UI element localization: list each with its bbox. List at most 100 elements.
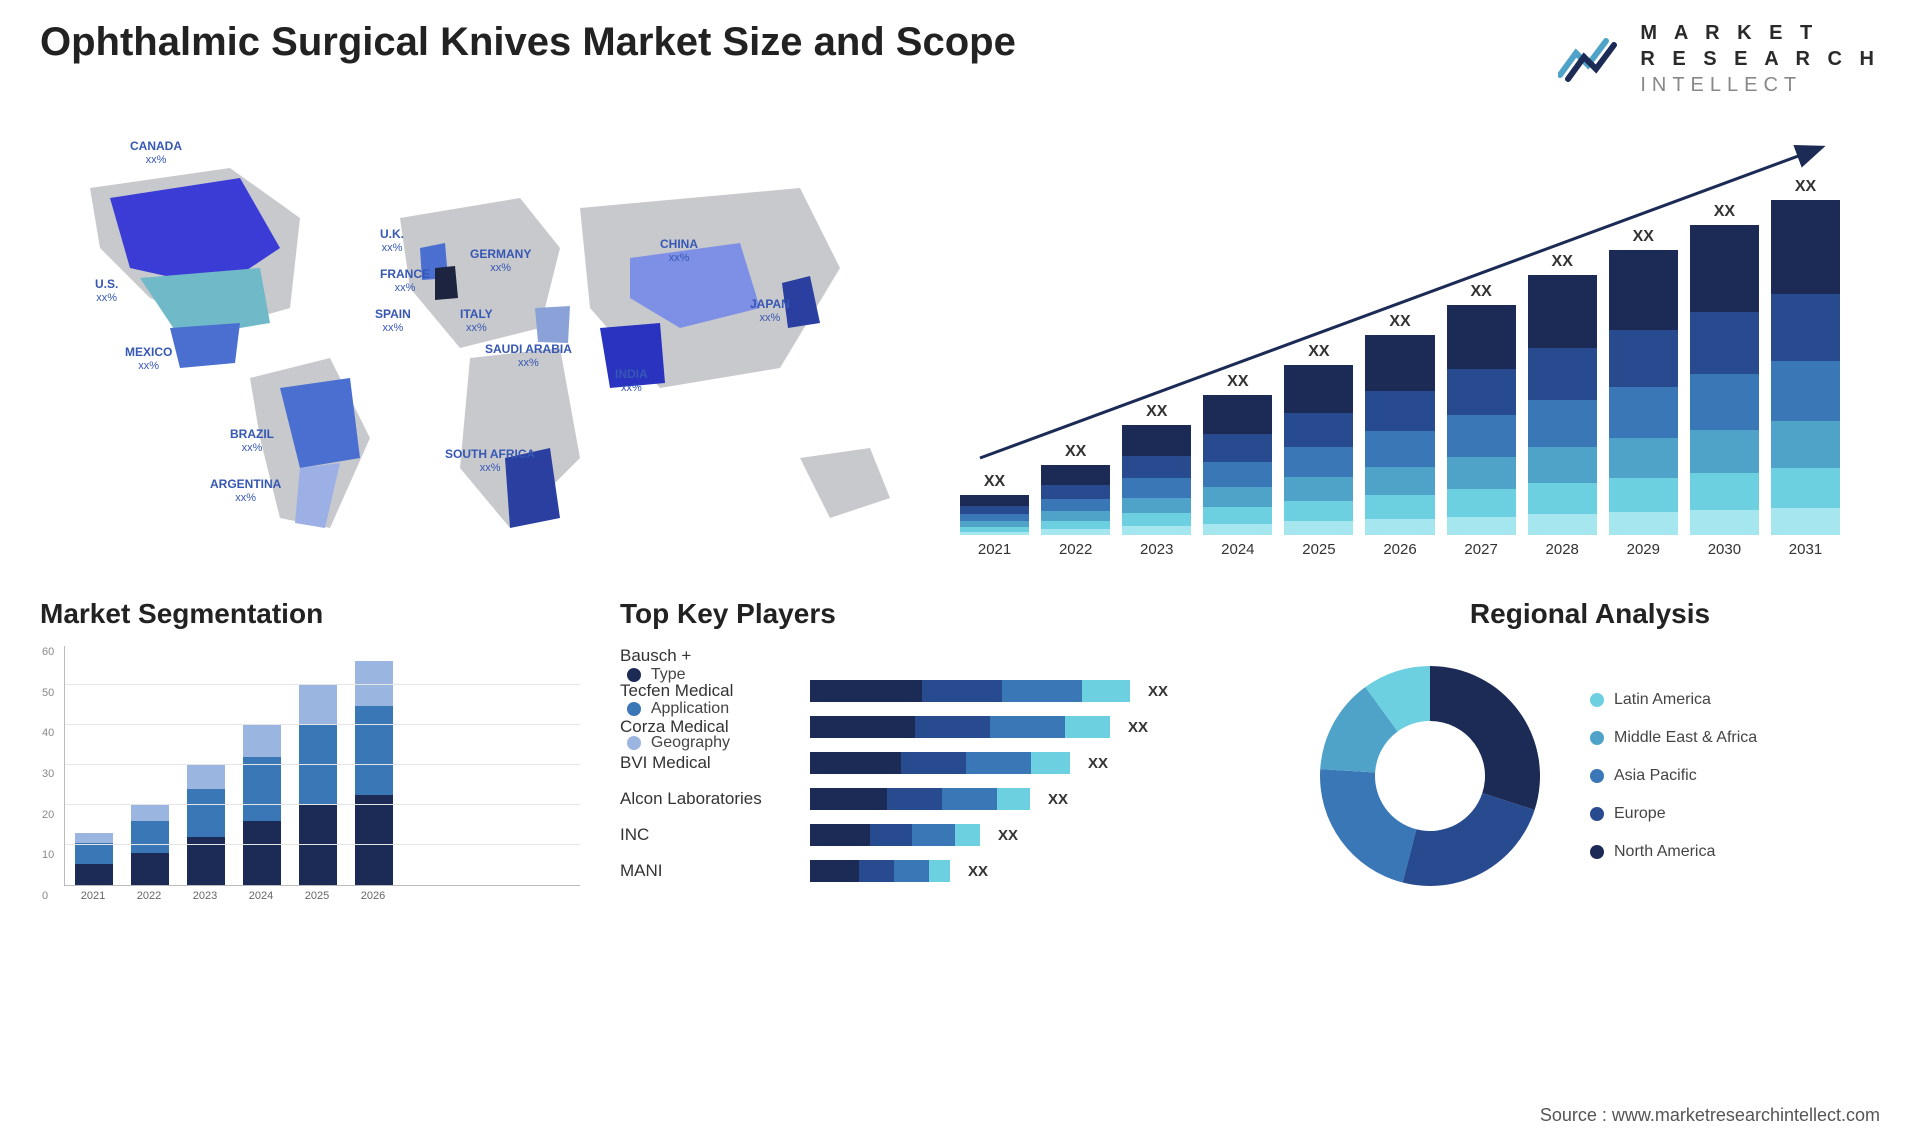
player-row: INCXX bbox=[620, 824, 1260, 846]
seg-bar-segment bbox=[243, 725, 281, 757]
growth-bar-segment bbox=[1203, 462, 1272, 487]
player-bar-segment bbox=[810, 752, 901, 774]
growth-bar-segment bbox=[1609, 512, 1678, 535]
growth-bar: XX2030 bbox=[1690, 203, 1759, 558]
growth-bar-segment bbox=[1771, 508, 1840, 535]
player-value: XX bbox=[1128, 719, 1148, 736]
legend-item: Geography bbox=[627, 734, 730, 752]
growth-bar-segment bbox=[1284, 413, 1353, 447]
logo-line1: M A R K E T bbox=[1640, 20, 1880, 46]
map-label: U.S.xx% bbox=[95, 278, 118, 304]
growth-bar-segment bbox=[1690, 510, 1759, 535]
growth-bar-segment bbox=[1284, 365, 1353, 413]
seg-bar-segment bbox=[243, 757, 281, 821]
map-label: U.K.xx% bbox=[380, 228, 404, 254]
player-value: XX bbox=[1088, 755, 1108, 772]
growth-bar-segment bbox=[1284, 447, 1353, 478]
legend-label: Asia Pacific bbox=[1614, 767, 1697, 785]
player-bar-segment bbox=[912, 824, 955, 846]
growth-bar-segment bbox=[1690, 225, 1759, 312]
player-name: BVI Medical bbox=[620, 753, 800, 773]
seg-bar-segment bbox=[299, 685, 337, 725]
seg-bar-segment bbox=[299, 725, 337, 805]
bar-year-label: 2022 bbox=[1041, 541, 1110, 558]
bar-year-label: 2025 bbox=[1284, 541, 1353, 558]
legend-item: Latin America bbox=[1590, 691, 1757, 709]
bar-value-label: XX bbox=[1528, 253, 1597, 271]
map-label: ARGENTINAxx% bbox=[210, 478, 281, 504]
players-panel: Top Key Players Bausch +Tecfen MedicalXX… bbox=[620, 598, 1260, 906]
growth-bar: XX2031 bbox=[1771, 178, 1840, 558]
growth-chart: XX2021XX2022XX2023XX2024XX2025XX2026XX20… bbox=[960, 128, 1840, 558]
seg-year-label: 2025 bbox=[298, 890, 336, 902]
player-bar-segment bbox=[997, 788, 1030, 810]
segmentation-panel: Market Segmentation 6050403020100 TypeAp… bbox=[40, 598, 580, 906]
player-bar-segment bbox=[810, 680, 922, 702]
map-label: SOUTH AFRICAxx% bbox=[445, 448, 535, 474]
seg-bar bbox=[75, 833, 113, 885]
donut-slice bbox=[1430, 666, 1540, 810]
player-name: INC bbox=[620, 825, 800, 845]
seg-ytick: 50 bbox=[42, 687, 54, 699]
player-row: BVI Medical XX bbox=[620, 752, 1260, 774]
growth-bar: XX2023 bbox=[1122, 403, 1191, 558]
map-label: CANADAxx% bbox=[130, 140, 182, 166]
regional-title: Regional Analysis bbox=[1300, 598, 1880, 630]
player-bar-segment bbox=[955, 824, 981, 846]
player-bar-segment bbox=[901, 752, 966, 774]
map-label: BRAZILxx% bbox=[230, 428, 274, 454]
growth-bar-segment bbox=[1447, 305, 1516, 369]
growth-bar-segment bbox=[1365, 495, 1434, 519]
player-bar bbox=[810, 680, 1130, 702]
bar-year-label: 2024 bbox=[1203, 541, 1272, 558]
growth-bar-segment bbox=[1365, 519, 1434, 535]
growth-bar-segment bbox=[1771, 200, 1840, 294]
map-label: GERMANYxx% bbox=[470, 248, 531, 274]
logo: M A R K E T R E S E A R C H INTELLECT bbox=[1558, 20, 1880, 98]
seg-bar-segment bbox=[187, 837, 225, 885]
growth-bar-segment bbox=[1122, 526, 1191, 535]
growth-bar-segment bbox=[1284, 477, 1353, 501]
segmentation-legend: TypeApplicationGeography bbox=[627, 666, 730, 752]
bar-value-label: XX bbox=[1365, 313, 1434, 331]
player-bar-segment bbox=[922, 680, 1002, 702]
seg-year-label: 2022 bbox=[130, 890, 168, 902]
player-bar-segment bbox=[859, 860, 894, 882]
logo-line2: R E S E A R C H bbox=[1640, 46, 1880, 72]
growth-bar-segment bbox=[1609, 330, 1678, 387]
seg-year-label: 2023 bbox=[186, 890, 224, 902]
regional-panel: Regional Analysis Latin America Middle Ea… bbox=[1300, 598, 1880, 906]
growth-bar-segment bbox=[1122, 478, 1191, 498]
legend-label: Geography bbox=[651, 734, 730, 752]
seg-bar bbox=[187, 765, 225, 885]
bar-year-label: 2027 bbox=[1447, 541, 1516, 558]
growth-bar-segment bbox=[1447, 457, 1516, 489]
bar-year-label: 2030 bbox=[1690, 541, 1759, 558]
player-value: XX bbox=[968, 863, 988, 880]
player-bar-segment bbox=[810, 860, 859, 882]
growth-bar-segment bbox=[960, 532, 1029, 535]
seg-ytick: 0 bbox=[42, 890, 54, 902]
legend-swatch bbox=[1590, 769, 1604, 783]
seg-bar-segment bbox=[75, 843, 113, 864]
growth-bar-segment bbox=[1122, 456, 1191, 478]
legend-item: Middle East & Africa bbox=[1590, 729, 1757, 747]
player-bar-segment bbox=[1002, 680, 1082, 702]
seg-bar bbox=[243, 725, 281, 885]
legend-item: Asia Pacific bbox=[1590, 767, 1757, 785]
player-bar bbox=[810, 752, 1070, 774]
player-bar-segment bbox=[870, 824, 913, 846]
legend-swatch bbox=[1590, 693, 1604, 707]
bar-value-label: XX bbox=[1203, 373, 1272, 391]
player-bar-segment bbox=[1082, 680, 1130, 702]
growth-bar: XX2021 bbox=[960, 473, 1029, 558]
bar-year-label: 2031 bbox=[1771, 541, 1840, 558]
growth-bar-segment bbox=[1365, 467, 1434, 495]
legend-swatch bbox=[1590, 807, 1604, 821]
growth-bar-segment bbox=[1203, 524, 1272, 535]
player-bar-segment bbox=[810, 824, 870, 846]
growth-bar: XX2027 bbox=[1447, 283, 1516, 558]
player-name: MANI bbox=[620, 861, 800, 881]
seg-ytick: 60 bbox=[42, 646, 54, 658]
donut-slice bbox=[1320, 769, 1416, 882]
